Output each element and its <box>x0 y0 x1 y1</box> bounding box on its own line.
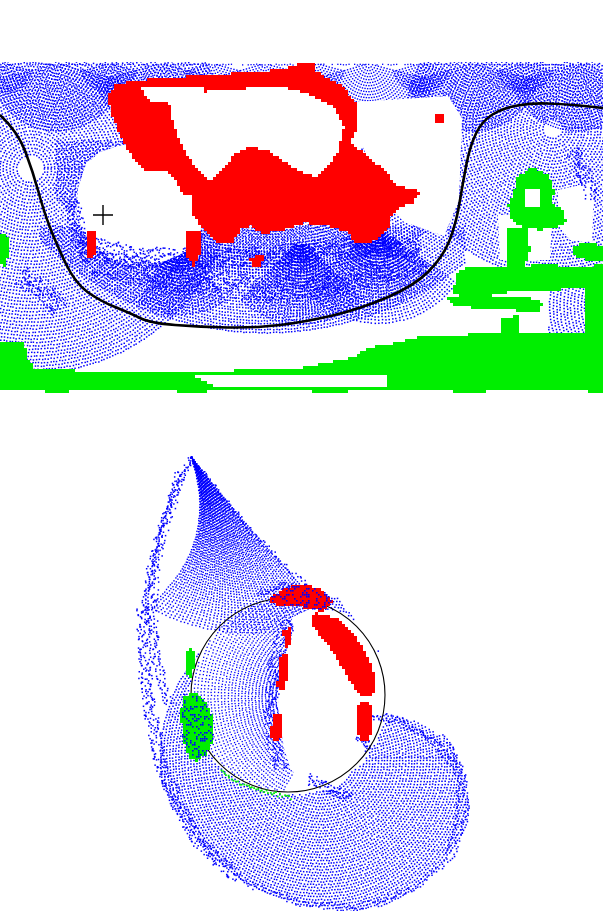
sphere-3d-panel <box>0 440 603 911</box>
map-projection-panel <box>0 62 603 396</box>
